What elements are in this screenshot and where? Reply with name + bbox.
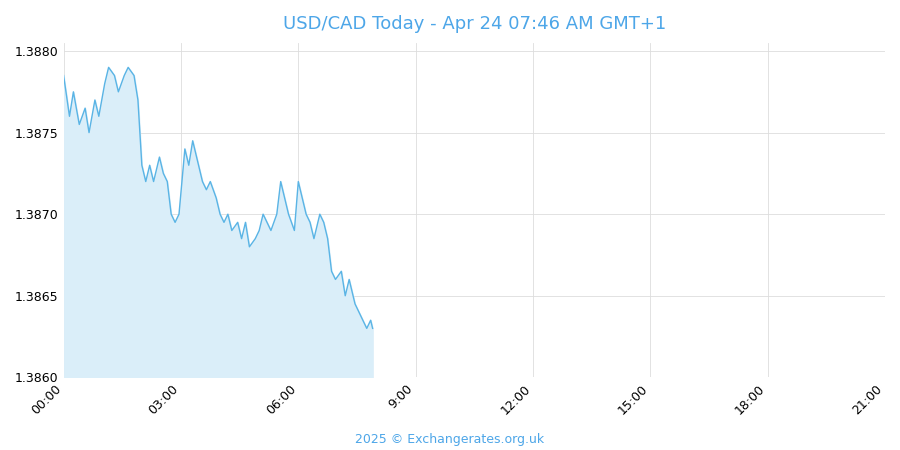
Title: USD/CAD Today - Apr 24 07:46 AM GMT+1: USD/CAD Today - Apr 24 07:46 AM GMT+1 [283,15,666,33]
Text: 2025 © Exchangerates.org.uk: 2025 © Exchangerates.org.uk [356,432,544,446]
